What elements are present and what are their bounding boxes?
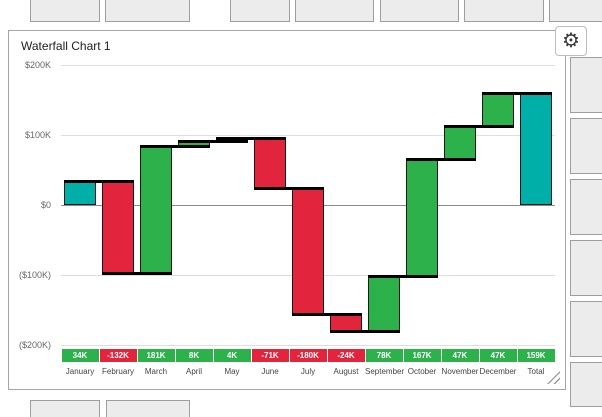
category-label-row: January February March April May June July Augu… [61, 367, 555, 379]
y-axis-label: $200K [24, 60, 51, 70]
placeholder-widget[interactable] [570, 240, 602, 296]
placeholder-widget[interactable] [570, 362, 602, 407]
waterfall-connector [330, 329, 400, 333]
waterfall-connector [406, 158, 476, 161]
value-chip: 78K [365, 349, 403, 362]
y-axis-label: ($100K) [18, 270, 51, 280]
value-chip: -180K [289, 349, 327, 362]
category-label: September [365, 367, 405, 376]
placeholder-widget[interactable] [570, 57, 602, 113]
category-label: July [300, 367, 316, 376]
category-label: December [479, 367, 517, 376]
value-chip: 47K [479, 349, 517, 362]
placeholder-widget[interactable] [570, 179, 602, 235]
placeholder-widget[interactable] [549, 0, 602, 22]
waterfall-bar-october[interactable] [406, 159, 438, 277]
category-label: June [261, 367, 279, 376]
category-label: May [224, 367, 240, 376]
category-label: August [333, 367, 359, 376]
category-label: November [441, 367, 479, 376]
value-chip: 4K [213, 349, 251, 362]
y-axis: $200K $100K $0 ($100K) ($200K) [9, 60, 55, 350]
value-chip: -24K [327, 349, 365, 362]
placeholder-widget[interactable] [570, 301, 602, 357]
category-label: October [407, 367, 437, 376]
value-chip: 181K [137, 349, 175, 362]
value-chip: -71K [251, 349, 289, 362]
placeholder-widget[interactable] [230, 0, 290, 22]
waterfall-bar-december[interactable] [482, 93, 514, 127]
waterfall-connector [64, 179, 134, 183]
placeholder-widget[interactable] [106, 400, 190, 417]
waterfall-connector [216, 137, 286, 140]
value-chip: 159K [517, 349, 555, 362]
value-chip: 8K [175, 349, 213, 362]
waterfall-bar-june[interactable] [254, 138, 286, 189]
gridline [61, 135, 555, 136]
category-label: March [144, 367, 168, 376]
waterfall-bar-august[interactable] [330, 314, 362, 331]
category-label: January [65, 367, 95, 376]
value-chip: 34K [61, 349, 99, 362]
y-axis-label: $0 [40, 200, 51, 210]
waterfall-bar-february[interactable] [102, 181, 134, 274]
value-chip: 167K [403, 349, 441, 362]
placeholder-widget[interactable] [570, 118, 602, 174]
category-label: April [185, 367, 202, 376]
waterfall-connector [292, 312, 362, 316]
waterfall-bar-july[interactable] [292, 188, 324, 315]
waterfall-bar-november[interactable] [444, 126, 476, 160]
value-chip: -132K [99, 349, 137, 362]
category-label: February [101, 367, 134, 376]
placeholder-widget[interactable] [295, 0, 374, 22]
waterfall-connector [368, 274, 438, 278]
gridline [61, 345, 555, 346]
waterfall-connector [254, 186, 324, 190]
settings-gear-icon[interactable]: ⚙ [555, 26, 587, 56]
widget-title: Waterfall Chart 1 [21, 39, 111, 53]
placeholder-widget[interactable] [105, 0, 190, 22]
waterfall-bar-september[interactable] [368, 276, 400, 331]
placeholder-widget[interactable] [464, 0, 544, 22]
waterfall-bar-march[interactable] [140, 146, 172, 274]
gridline [61, 65, 555, 66]
waterfall-chart-widget[interactable]: Waterfall Chart 1 ⚙ $200K $100K $0 ($100K) (… [8, 26, 587, 390]
waterfall-bar-total[interactable] [520, 93, 552, 205]
value-label-row: 34K -132K 181K 8K 4K -71K -180K -24K 78K 167K 47K 4… [61, 349, 555, 362]
waterfall-bar-january[interactable] [64, 181, 96, 205]
waterfall-connector [482, 92, 552, 96]
y-axis-label: ($200K) [18, 340, 51, 350]
category-label: Total [527, 367, 545, 376]
waterfall-connector [140, 145, 210, 149]
placeholder-widget[interactable] [380, 0, 459, 22]
waterfall-connector [444, 125, 514, 129]
gear-glyph: ⚙ [562, 30, 580, 52]
placeholder-widget[interactable] [30, 0, 100, 22]
plot-area [61, 65, 555, 346]
placeholder-widget[interactable] [30, 400, 100, 417]
value-chip: 47K [441, 349, 479, 362]
y-axis-label: $100K [24, 130, 51, 140]
waterfall-connector [102, 272, 172, 276]
waterfall-connector [178, 139, 248, 143]
